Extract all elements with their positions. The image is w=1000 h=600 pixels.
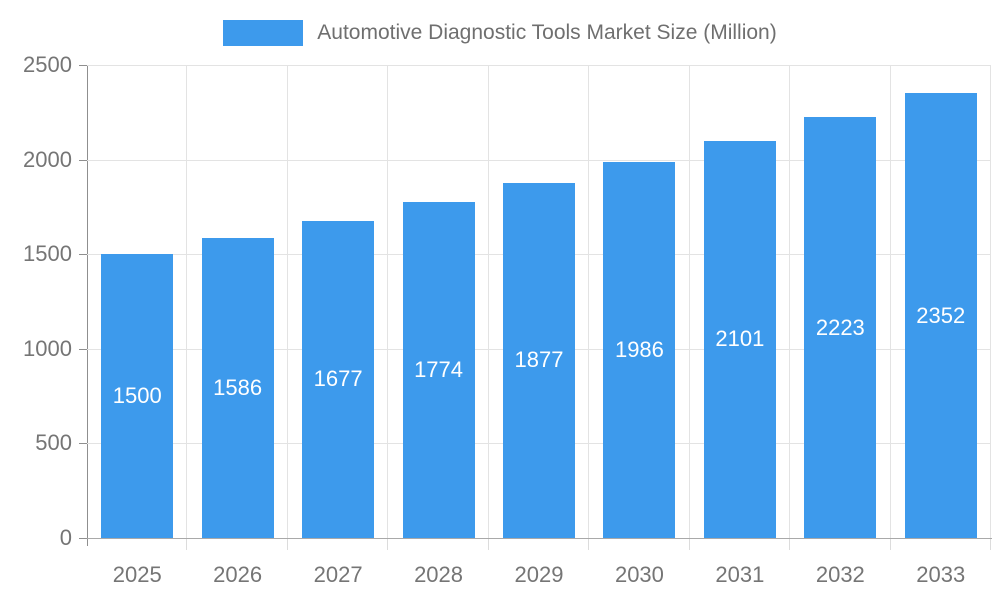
x-tick-label: 2033 <box>916 562 966 587</box>
x-tick-label: 2025 <box>112 562 162 587</box>
bar[interactable]: 2223 <box>804 117 877 538</box>
y-tick-label: 2500 <box>23 52 72 77</box>
y-axis-tick <box>79 443 87 445</box>
y-axis-line <box>87 65 88 546</box>
gridline-vertical <box>688 65 690 538</box>
gridline-vertical <box>387 65 389 538</box>
y-tick-label: 1000 <box>23 335 72 361</box>
y-tick-label: 2000 <box>23 146 72 172</box>
x-axis-tick <box>990 539 991 550</box>
x-axis-tick <box>588 539 590 550</box>
y-axis-tick <box>79 65 87 66</box>
bar-value-label: 1677 <box>313 366 363 392</box>
gridline-vertical <box>889 65 891 538</box>
y-tick-label: 0 <box>59 525 72 550</box>
x-tick-label: 2026 <box>213 562 263 587</box>
x-axis-tick <box>789 539 791 550</box>
gridline-vertical <box>487 65 489 538</box>
x-axis-tick <box>387 539 389 550</box>
bar[interactable]: 1986 <box>603 162 676 538</box>
y-tick-label: 500 <box>35 430 72 456</box>
x-axis-line <box>87 538 992 539</box>
x-tick-label: 2027 <box>313 562 363 587</box>
legend[interactable]: Automotive Diagnostic Tools Market Size … <box>0 20 1000 46</box>
bar[interactable]: 1774 <box>402 202 475 538</box>
y-tick-label: 1500 <box>23 241 72 267</box>
bar[interactable]: 1500 <box>101 254 174 538</box>
legend-label: Automotive Diagnostic Tools Market Size … <box>317 21 777 44</box>
gridline-vertical <box>588 65 590 538</box>
gridline-vertical <box>990 65 991 538</box>
x-axis-tick <box>688 539 690 550</box>
y-axis-tick <box>79 348 87 350</box>
x-axis-tick <box>186 539 188 550</box>
bar[interactable]: 1677 <box>302 220 375 538</box>
bar[interactable]: 1586 <box>201 237 274 538</box>
y-axis-tick <box>79 159 87 161</box>
x-tick-label: 2031 <box>715 562 765 587</box>
x-axis-tick <box>889 539 891 550</box>
legend-swatch-icon <box>223 20 304 46</box>
bar[interactable]: 2101 <box>703 140 776 538</box>
x-tick-label: 2029 <box>514 562 564 587</box>
y-axis-tick <box>79 254 87 256</box>
gridline-vertical <box>186 65 188 538</box>
x-axis-tick <box>487 539 489 550</box>
x-axis-tick <box>286 539 288 550</box>
plot-area: 1500 1586 1677 1774 1877 1986 2101 2223 2352 <box>87 65 991 538</box>
bar[interactable]: 1877 <box>503 182 575 538</box>
gridline-vertical <box>789 65 791 538</box>
bar-value-label: 2223 <box>815 314 865 340</box>
bar-value-label: 2352 <box>916 302 966 328</box>
bar-value-label: 2101 <box>715 326 765 352</box>
bar-value-label: 1774 <box>414 357 464 383</box>
bar-value-label: 1986 <box>614 337 664 363</box>
gridline-horizontal <box>87 159 991 161</box>
x-tick-label: 2030 <box>614 562 664 587</box>
x-tick-label: 2028 <box>414 562 464 587</box>
x-tick-label: 2032 <box>815 562 865 587</box>
gridline-horizontal <box>87 65 991 66</box>
y-axis-tick <box>79 538 87 539</box>
gridline-vertical <box>286 65 288 538</box>
bar[interactable]: 2352 <box>904 93 977 538</box>
bar-value-label: 1586 <box>213 374 263 400</box>
bar-value-label: 1500 <box>112 383 162 409</box>
bar-value-label: 1877 <box>514 347 564 373</box>
